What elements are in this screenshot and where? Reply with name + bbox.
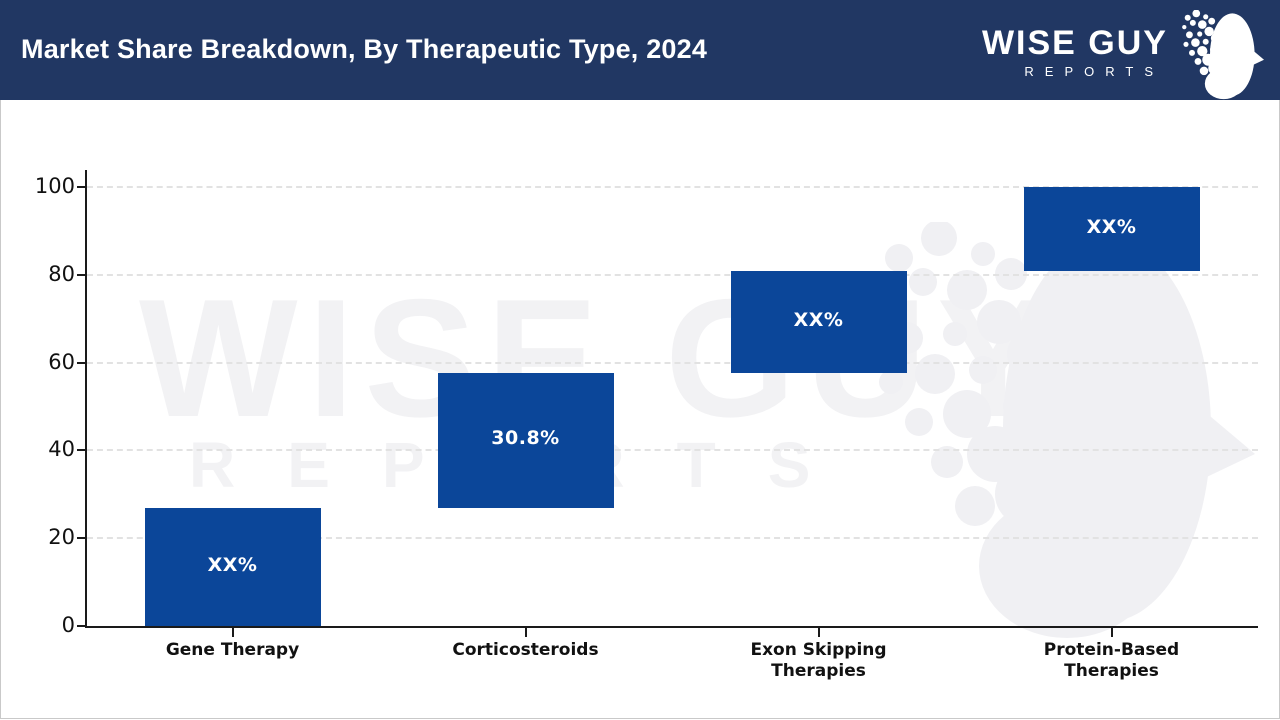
- x-tick: [231, 628, 234, 637]
- wise-guy-logo: WISE GUY REPORTS: [982, 6, 1268, 100]
- y-tick: [77, 625, 86, 627]
- gridline: [87, 361, 1258, 364]
- y-tick-label: 0: [61, 613, 75, 637]
- x-tick: [817, 628, 820, 637]
- logo-wordmark: WISE GUY: [981, 24, 1168, 62]
- x-tick: [524, 628, 527, 637]
- gridline: [87, 449, 1258, 452]
- y-tick-label: 40: [48, 437, 75, 462]
- gridline: [87, 186, 1258, 188]
- y-axis-line: [85, 170, 87, 628]
- bar-value-label: XX%: [1086, 216, 1137, 239]
- logo-reports-label: REPORTS: [1024, 64, 1164, 79]
- y-tick: [77, 186, 86, 188]
- bar-value-label: XX%: [207, 553, 258, 576]
- x-tick: [1110, 628, 1113, 637]
- x-axis-label: Gene Therapy: [165, 640, 300, 660]
- y-tick: [77, 273, 86, 276]
- bar-exon-skipping-therapies: [730, 271, 907, 373]
- x-axis-label: Corticosteroids: [452, 640, 599, 660]
- page-title: Market Share Breakdown, By Therapeutic T…: [21, 34, 708, 64]
- y-tick: [77, 449, 86, 452]
- y-tick: [77, 537, 86, 540]
- bar-gene-therapy: [144, 507, 321, 626]
- y-tick: [77, 361, 86, 364]
- y-tick-label: 80: [48, 261, 75, 286]
- x-axis-label: Protein-Based Therapies: [1043, 640, 1180, 682]
- x-axis-line: [85, 626, 1258, 628]
- y-tick-label: 60: [48, 349, 75, 374]
- gridline: [87, 273, 1258, 276]
- bar-corticosteroids: [437, 372, 614, 508]
- gridline: [87, 537, 1258, 540]
- x-axis-label: Exon Skipping Therapies: [750, 640, 887, 682]
- header: Market Share Breakdown, By Therapeutic T…: [0, 0, 1280, 100]
- bar-value-label: 30.8%: [491, 427, 560, 450]
- y-tick-label: 100: [34, 174, 75, 198]
- y-tick-label: 20: [48, 525, 75, 550]
- bar-value-label: XX%: [793, 308, 844, 331]
- bar-protein-based-therapies: [1023, 187, 1200, 272]
- logo-face-icon: [1182, 10, 1264, 100]
